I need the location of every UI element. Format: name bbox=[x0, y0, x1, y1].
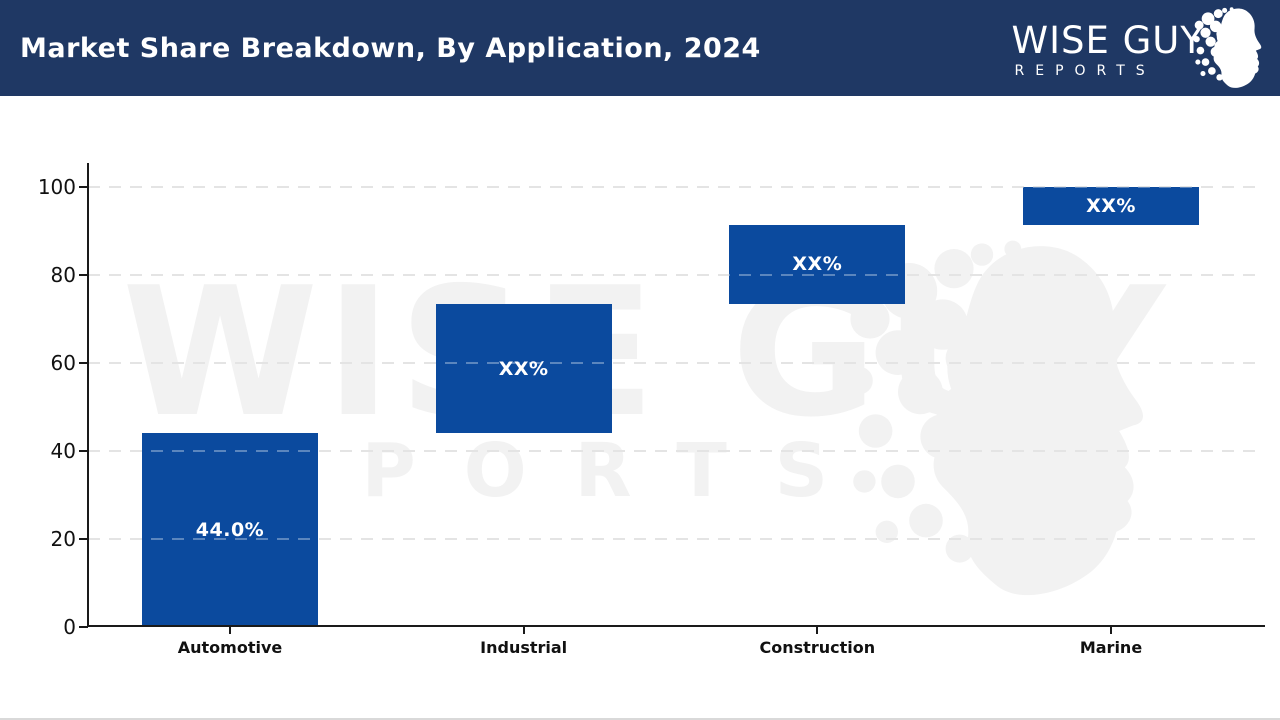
x-axis-line bbox=[87, 625, 1265, 627]
x-axis-label: Industrial bbox=[480, 638, 568, 657]
logo-brand-text: WISE GUY bbox=[1011, 19, 1204, 62]
header: Market Share Breakdown, By Application, … bbox=[0, 0, 1280, 96]
y-tick-mark bbox=[79, 450, 88, 453]
gridline-overlay bbox=[88, 186, 1264, 189]
bottom-rule bbox=[0, 718, 1280, 720]
logo-head-icon bbox=[1193, 7, 1262, 88]
bar-automotive: 44.0% bbox=[142, 433, 318, 627]
gridline bbox=[88, 450, 1264, 453]
bar-construction: XX% bbox=[729, 225, 906, 304]
logo-sub-text: REPORTS bbox=[1014, 63, 1156, 79]
y-tick-mark bbox=[79, 186, 88, 189]
y-tick-mark bbox=[79, 626, 88, 628]
gridline-overlay bbox=[88, 450, 1264, 453]
wiseguy-logo: WISE GUY REPORTS bbox=[1012, 5, 1272, 93]
y-axis-line bbox=[87, 163, 89, 627]
y-axis-tick-label: 20 bbox=[50, 527, 76, 552]
gridline-overlay bbox=[88, 362, 1264, 365]
y-tick-mark bbox=[79, 362, 88, 365]
bar-value-label: XX% bbox=[498, 357, 549, 380]
gridline-overlay bbox=[88, 274, 1264, 277]
gridline bbox=[88, 362, 1264, 365]
x-tick-mark bbox=[816, 627, 819, 634]
gridline bbox=[88, 186, 1264, 189]
y-tick-mark bbox=[79, 538, 88, 541]
x-axis-label: Construction bbox=[759, 638, 876, 657]
x-axis-label: Marine bbox=[1079, 638, 1143, 657]
bar-value-label: XX% bbox=[792, 253, 843, 276]
x-axis-label: Automotive bbox=[177, 638, 283, 657]
bar-industrial: XX% bbox=[435, 303, 612, 434]
bar-value-label: 44.0% bbox=[195, 519, 265, 542]
gridline-overlay bbox=[88, 538, 1264, 541]
y-axis-tick-label: 80 bbox=[50, 263, 76, 288]
gridline bbox=[88, 274, 1264, 277]
gridline bbox=[88, 538, 1264, 541]
bar-value-label: XX% bbox=[1086, 195, 1136, 218]
page-title: Market Share Breakdown, By Application, … bbox=[20, 33, 761, 64]
logo-text: WISE GUY REPORTS bbox=[1012, 19, 1204, 79]
y-axis-tick-label: 100 bbox=[37, 175, 76, 200]
x-tick-mark bbox=[229, 627, 231, 634]
y-tick-mark bbox=[79, 274, 88, 277]
x-tick-mark bbox=[1110, 627, 1112, 634]
watermark: WISE GUY REPORTS bbox=[0, 96, 1280, 720]
y-axis-tick-label: 0 bbox=[63, 615, 76, 639]
y-axis-tick-label: 60 bbox=[50, 351, 76, 376]
chart-area: WISE GUY REPORTS 0 20 40 60 80 100 44.0% Automo… bbox=[0, 96, 1280, 720]
x-tick-mark bbox=[522, 627, 525, 634]
y-axis-tick-label: 40 bbox=[50, 439, 76, 464]
bar-marine: XX% bbox=[1023, 187, 1199, 225]
